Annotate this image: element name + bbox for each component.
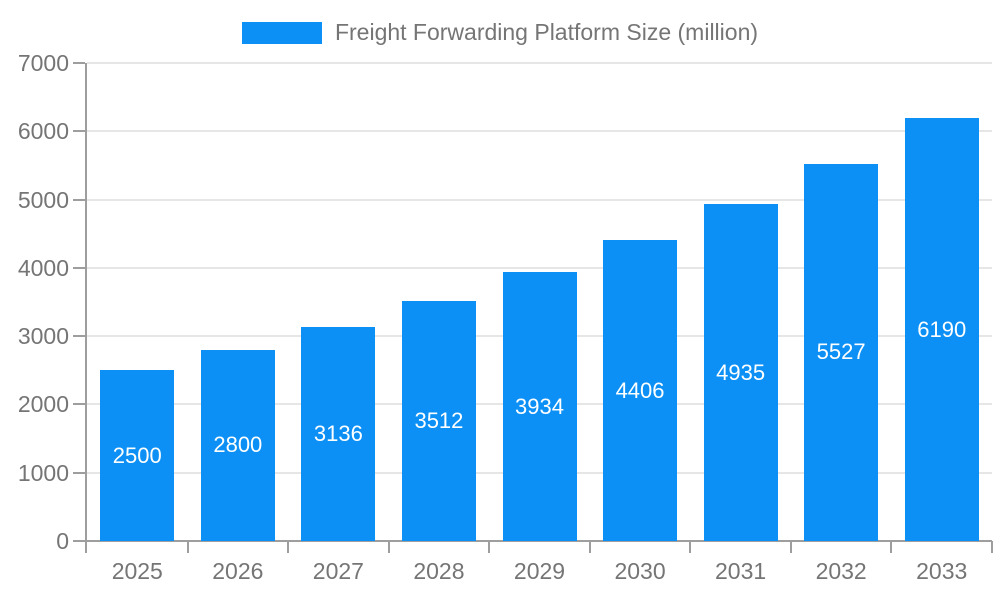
x-axis-label-2031: 2031 [715,558,767,584]
bar-2029[interactable]: 3934 [502,272,577,541]
y-axis-label-3000: 3000 [17,323,69,350]
gridline-y-5000 [87,198,992,201]
bar-2026[interactable]: 2800 [200,349,275,541]
bar-value-2030: 4406 [615,377,665,403]
x-axis-line [87,540,992,542]
bar-value-2032: 5527 [816,339,866,365]
x-axis-tick-9 [991,541,993,553]
bar-2027[interactable]: 3136 [301,326,376,541]
y-axis-tick-5000 [73,198,85,201]
y-axis-label-5000: 5000 [17,186,69,213]
x-axis-tick-6 [689,541,692,553]
x-axis-tick-3 [387,541,390,553]
x-axis-tick-7 [789,541,792,553]
bar-2032[interactable]: 5527 [804,163,879,541]
bar-2031[interactable]: 4935 [703,204,778,541]
y-axis-label-2000: 2000 [17,391,69,418]
x-axis-tick-5 [588,541,591,553]
y-axis-tick-4000 [73,266,85,269]
y-axis-tick-6000 [73,130,85,133]
bar-2033[interactable]: 6190 [904,118,979,541]
x-axis-label-2027: 2027 [312,558,364,584]
bar-2028[interactable]: 3512 [401,301,476,541]
y-axis-line [85,63,87,553]
x-axis-label-2033: 2033 [916,558,968,584]
bar-2025[interactable]: 2500 [100,370,175,541]
bar-2030[interactable]: 4406 [603,240,678,541]
y-axis-label-1000: 1000 [17,459,69,486]
x-axis-label-2026: 2026 [212,558,264,584]
gridline-y-7000 [87,62,992,64]
x-axis-tick-1 [186,541,189,553]
legend: Freight Forwarding Platform Size (millio… [0,21,1000,44]
x-axis-label-2029: 2029 [513,558,566,584]
legend-swatch [241,21,322,44]
x-axis-label-2030: 2030 [614,558,666,584]
y-axis-tick-2000 [73,403,85,406]
x-axis-tick-4 [488,541,491,553]
bar-value-2026: 2800 [213,432,263,458]
x-axis-label-2032: 2032 [815,558,867,584]
legend-label: Freight Forwarding Platform Size (millio… [334,19,759,45]
x-axis-tick-2 [287,541,290,553]
x-axis-label-2028: 2028 [413,558,465,584]
y-axis-tick-1000 [73,471,85,474]
y-axis-label-7000: 7000 [17,50,69,76]
x-axis-label-2025: 2025 [111,558,163,584]
gridline-y-4000 [87,266,992,269]
bar-value-2028: 3512 [414,408,464,434]
y-axis-label-4000: 4000 [17,254,69,281]
x-axis-tick-8 [890,541,893,553]
bar-value-2029: 3934 [515,393,564,419]
bar-value-2027: 3136 [313,420,363,446]
y-axis-tick-0 [73,540,85,542]
y-axis-label-0: 0 [56,528,69,554]
y-axis-tick-3000 [73,335,85,338]
bar-value-2025: 2500 [112,442,162,468]
gridline-y-6000 [87,130,992,133]
y-axis-label-6000: 6000 [17,118,69,145]
bar-value-2031: 4935 [716,359,766,385]
plot-area: 0 1000 2000 3000 4000 5000 6000 7000 2500 2025 280… [18,51,993,583]
y-axis-tick-7000 [73,62,85,64]
bar-value-2033: 6190 [917,316,967,342]
